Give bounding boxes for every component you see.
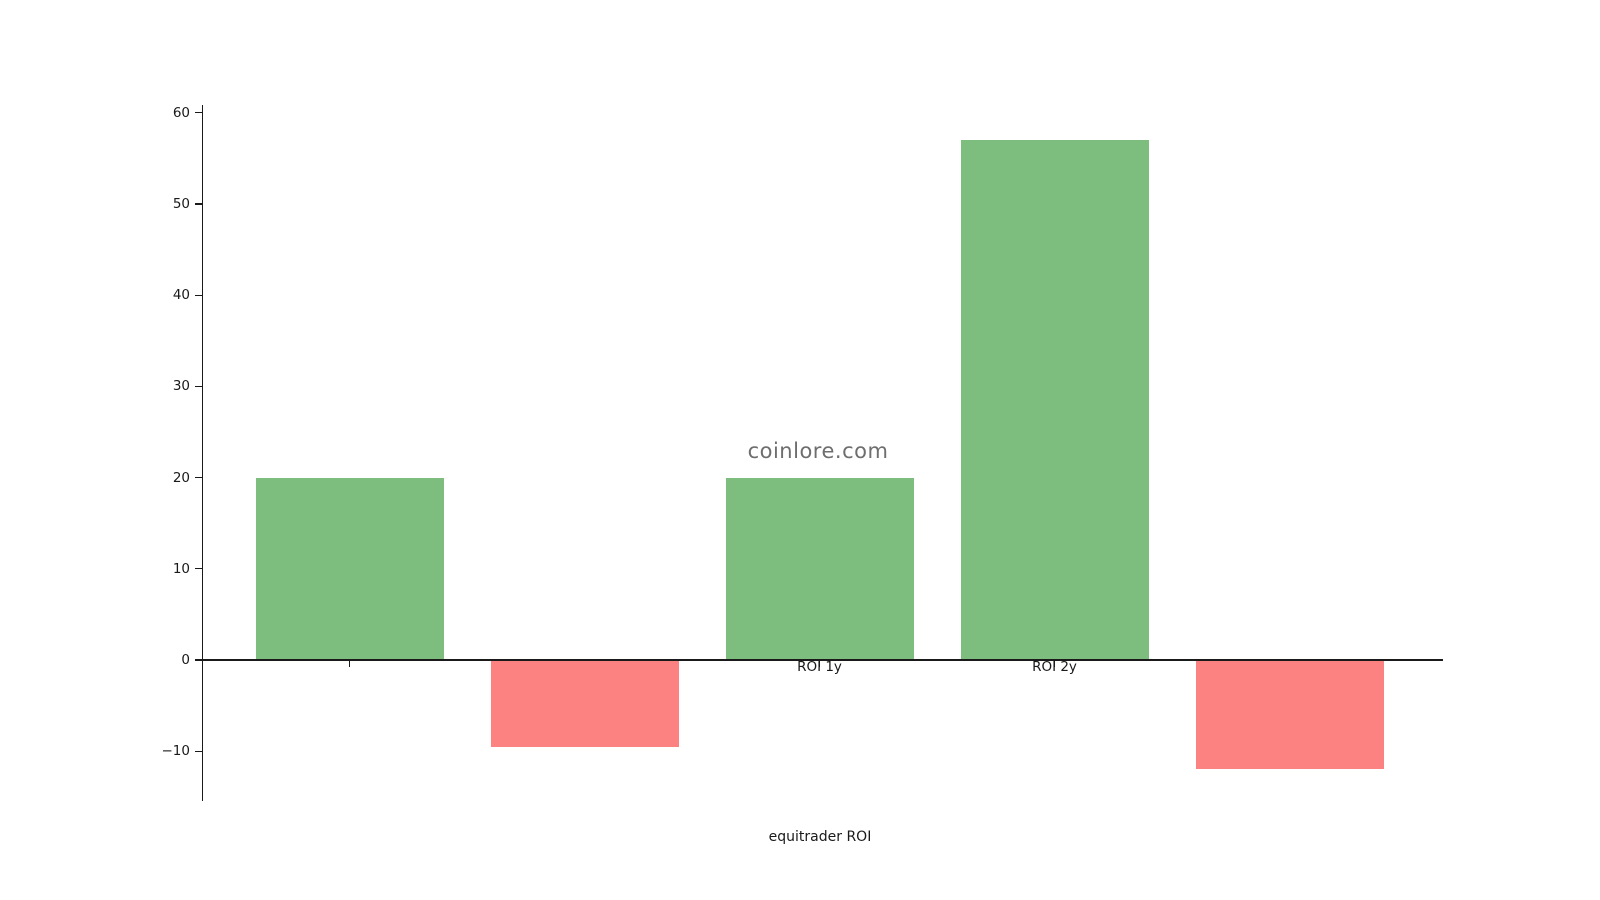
x-tick-label-roi-2y: ROI 2y	[1032, 659, 1077, 675]
y-tick-label-0: 0	[181, 652, 190, 668]
y-tick-label--10: −10	[161, 743, 191, 760]
bar-1	[490, 660, 679, 747]
y-tick-mark-40	[195, 294, 202, 296]
y-tick-label-10: 10	[172, 560, 190, 577]
y-tick-mark-30	[195, 385, 202, 388]
x-tick-mark-3	[1053, 660, 1056, 667]
y-tick-label-30: 30	[172, 378, 190, 395]
x-tick-label-roi-1y: ROI 1y	[797, 659, 842, 675]
bar-2-roi-1y	[725, 477, 914, 660]
x-axis-line	[202, 659, 1443, 661]
y-tick-label-50: 50	[172, 196, 190, 212]
bar-0	[255, 477, 444, 660]
bar-4	[1195, 660, 1384, 770]
x-tick-mark-0	[348, 660, 351, 667]
y-tick-mark-50	[195, 203, 202, 205]
watermark-text: coinlore.com	[747, 439, 889, 463]
y-tick-mark-10	[195, 568, 202, 570]
y-axis-spine	[202, 105, 204, 801]
y-tick-mark-20	[195, 476, 202, 479]
y-tick-mark-0	[195, 659, 202, 661]
y-tick-label-20: 20	[172, 469, 190, 486]
bar-3-roi-2y	[960, 140, 1149, 660]
y-tick-mark-60	[195, 112, 202, 114]
x-axis-title: equitrader ROI	[768, 829, 872, 845]
y-tick-label-40: 40	[172, 287, 190, 304]
y-tick-mark--10	[195, 750, 202, 752]
x-tick-mark-2	[818, 660, 821, 667]
y-tick-label-60: 60	[172, 104, 190, 121]
